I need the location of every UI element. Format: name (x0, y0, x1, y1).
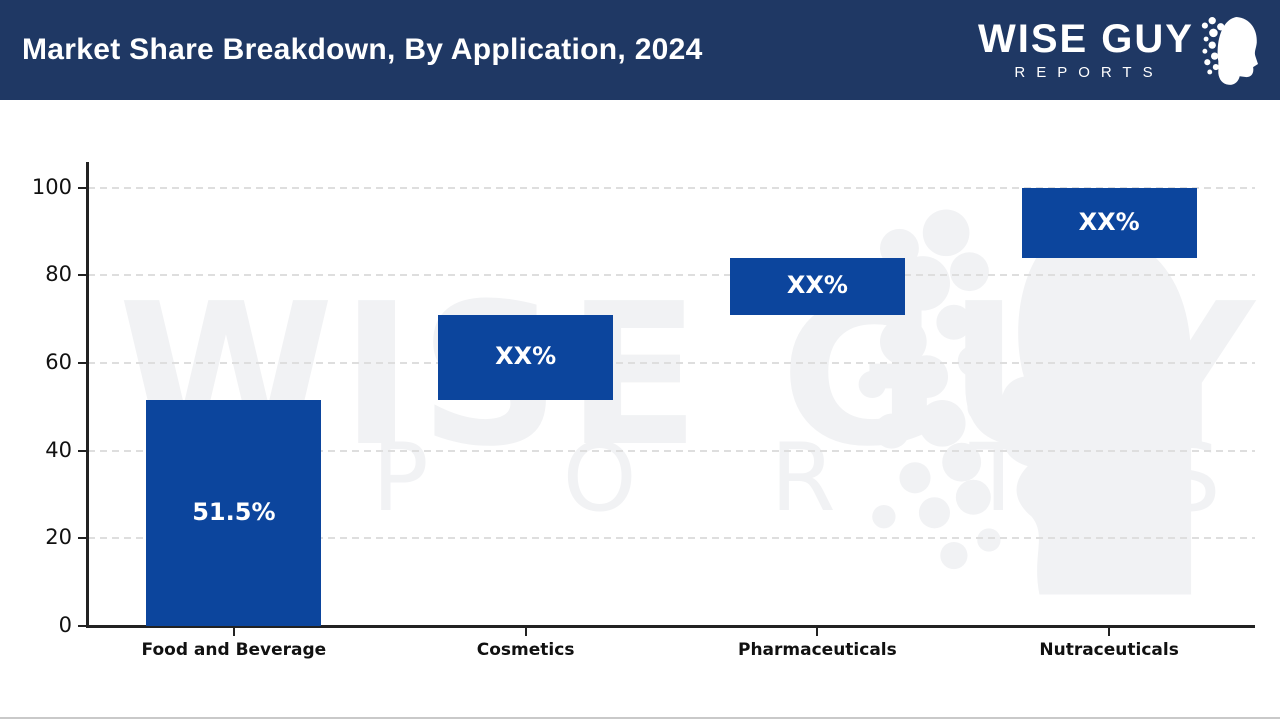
gridline-20 (88, 537, 1255, 540)
bar-value-label-pharmaceuticals: XX% (786, 271, 848, 300)
y-axis-tick-label-0: 0 (58, 613, 72, 637)
logo-subtitle: REPORTS (1014, 64, 1164, 81)
wise-guy-logo: WISE GUY REPORTS (978, 12, 1258, 88)
bar-value-label-cosmetics: XX% (495, 342, 557, 371)
y-tick-mark-80 (78, 274, 87, 277)
y-axis-tick-label-20: 20 (45, 525, 72, 550)
y-tick-mark-100 (78, 186, 87, 189)
x-axis-category-label-cosmetics: Cosmetics (476, 640, 575, 660)
watermark-face-icon (858, 209, 1192, 595)
gridline-60 (88, 361, 1255, 364)
y-tick-mark-0 (78, 625, 87, 627)
x-tick-mark-pharmaceuticals (816, 628, 819, 636)
logo-face-icon (1201, 17, 1258, 85)
footer-divider (0, 717, 1280, 719)
y-axis-tick-label-60: 60 (45, 349, 72, 374)
bar-food-and-beverage (146, 400, 322, 626)
x-tick-mark-food-and-beverage (232, 628, 235, 636)
x-axis-line (86, 625, 1255, 628)
header: Market Share Breakdown, By Application, … (0, 0, 1280, 100)
page-title: Market Share Breakdown, By Application, … (22, 33, 703, 66)
bar-value-label-food-and-beverage: 51.5% (192, 498, 276, 527)
gridline-40 (88, 449, 1255, 452)
x-axis-category-label-food-and-beverage: Food and Beverage (141, 640, 327, 660)
bar-nutraceuticals (1021, 187, 1197, 258)
y-tick-mark-20 (78, 537, 87, 540)
bar-cosmetics (438, 314, 614, 401)
x-tick-mark-nutraceuticals (1108, 628, 1111, 636)
y-axis-line (86, 162, 89, 628)
bar-value-label-nutraceuticals: XX% (1078, 207, 1140, 236)
x-tick-mark-cosmetics (524, 628, 527, 636)
gridline-100 (88, 186, 1255, 189)
logo-wordmark: WISE GUY (977, 17, 1194, 61)
y-tick-mark-40 (78, 449, 87, 452)
bar-pharmaceuticals (729, 257, 905, 315)
y-axis-tick-label-100: 100 (31, 174, 72, 199)
y-axis-tick-label-80: 80 (45, 262, 72, 287)
x-axis-category-label-nutraceuticals: Nutraceuticals (1039, 640, 1179, 660)
y-axis-tick-label-40: 40 (45, 437, 72, 462)
gridline-80 (88, 274, 1255, 277)
y-tick-mark-60 (78, 361, 87, 364)
logo-text: WISE GUY REPORTS (978, 19, 1194, 81)
x-axis-category-label-pharmaceuticals: Pharmaceuticals (737, 640, 897, 660)
